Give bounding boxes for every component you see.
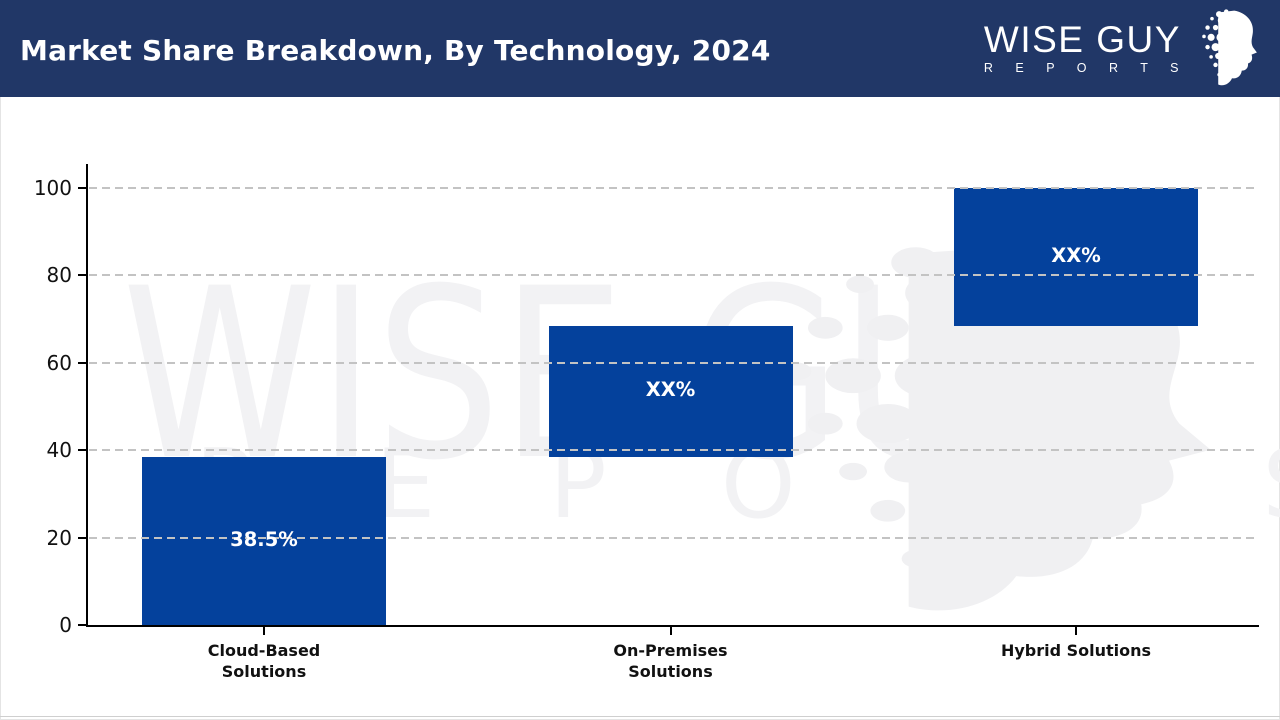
y-tick-mark [78,624,86,626]
gridline-60 [89,361,1257,364]
y-tick-mark [78,274,86,277]
bottom-divider [0,716,1280,717]
y-tick-label: 80 [46,263,72,288]
logo-face-icon [1202,9,1257,86]
y-tick-label: 0 [59,613,72,637]
bar-value-label: 38.5% [230,527,298,551]
y-tick-mark [78,449,86,452]
bar-3 [954,188,1198,326]
x-category-label: On-Premises Solutions [613,641,728,681]
x-tick-mark [263,627,265,635]
x-axis-line [86,625,1259,627]
y-tick-mark [78,361,86,364]
header-bar: Market Share Breakdown, By Technology, 2… [0,0,1280,97]
y-tick-label: 60 [46,350,72,375]
x-tick-mark [1075,627,1077,635]
gridline-40 [89,449,1257,452]
logo-brand-sub: R E P O R T S [983,61,1188,76]
y-tick-label: 40 [46,438,72,463]
logo-text: WISE GUY R E P O R T S [984,21,1188,75]
watermark-face-icon [783,238,1211,611]
bar-value-label: XX% [1051,243,1101,267]
wiseguy-logo: WISE GUY R E P O R T S [984,8,1264,88]
gridline-80 [89,274,1257,277]
logo-brand-name: WISE GUY [983,19,1181,61]
x-tick-mark [669,627,672,635]
x-category-label: Cloud-Based Solutions [207,641,321,681]
bar-1 [142,456,386,625]
y-tick-label: 20 [46,525,72,550]
x-category-label: Hybrid Solutions [1000,641,1152,660]
y-tick-mark [78,536,86,539]
bar-2 [548,325,793,457]
page-title: Market Share Breakdown, By Technology, 2… [20,34,771,67]
bar-value-label: XX% [645,378,696,402]
gridline-100 [89,187,1257,189]
y-tick-mark [78,187,86,189]
y-tick-label: 100 [33,176,72,200]
gridline-20 [89,536,1257,539]
y-axis-line [86,164,88,627]
